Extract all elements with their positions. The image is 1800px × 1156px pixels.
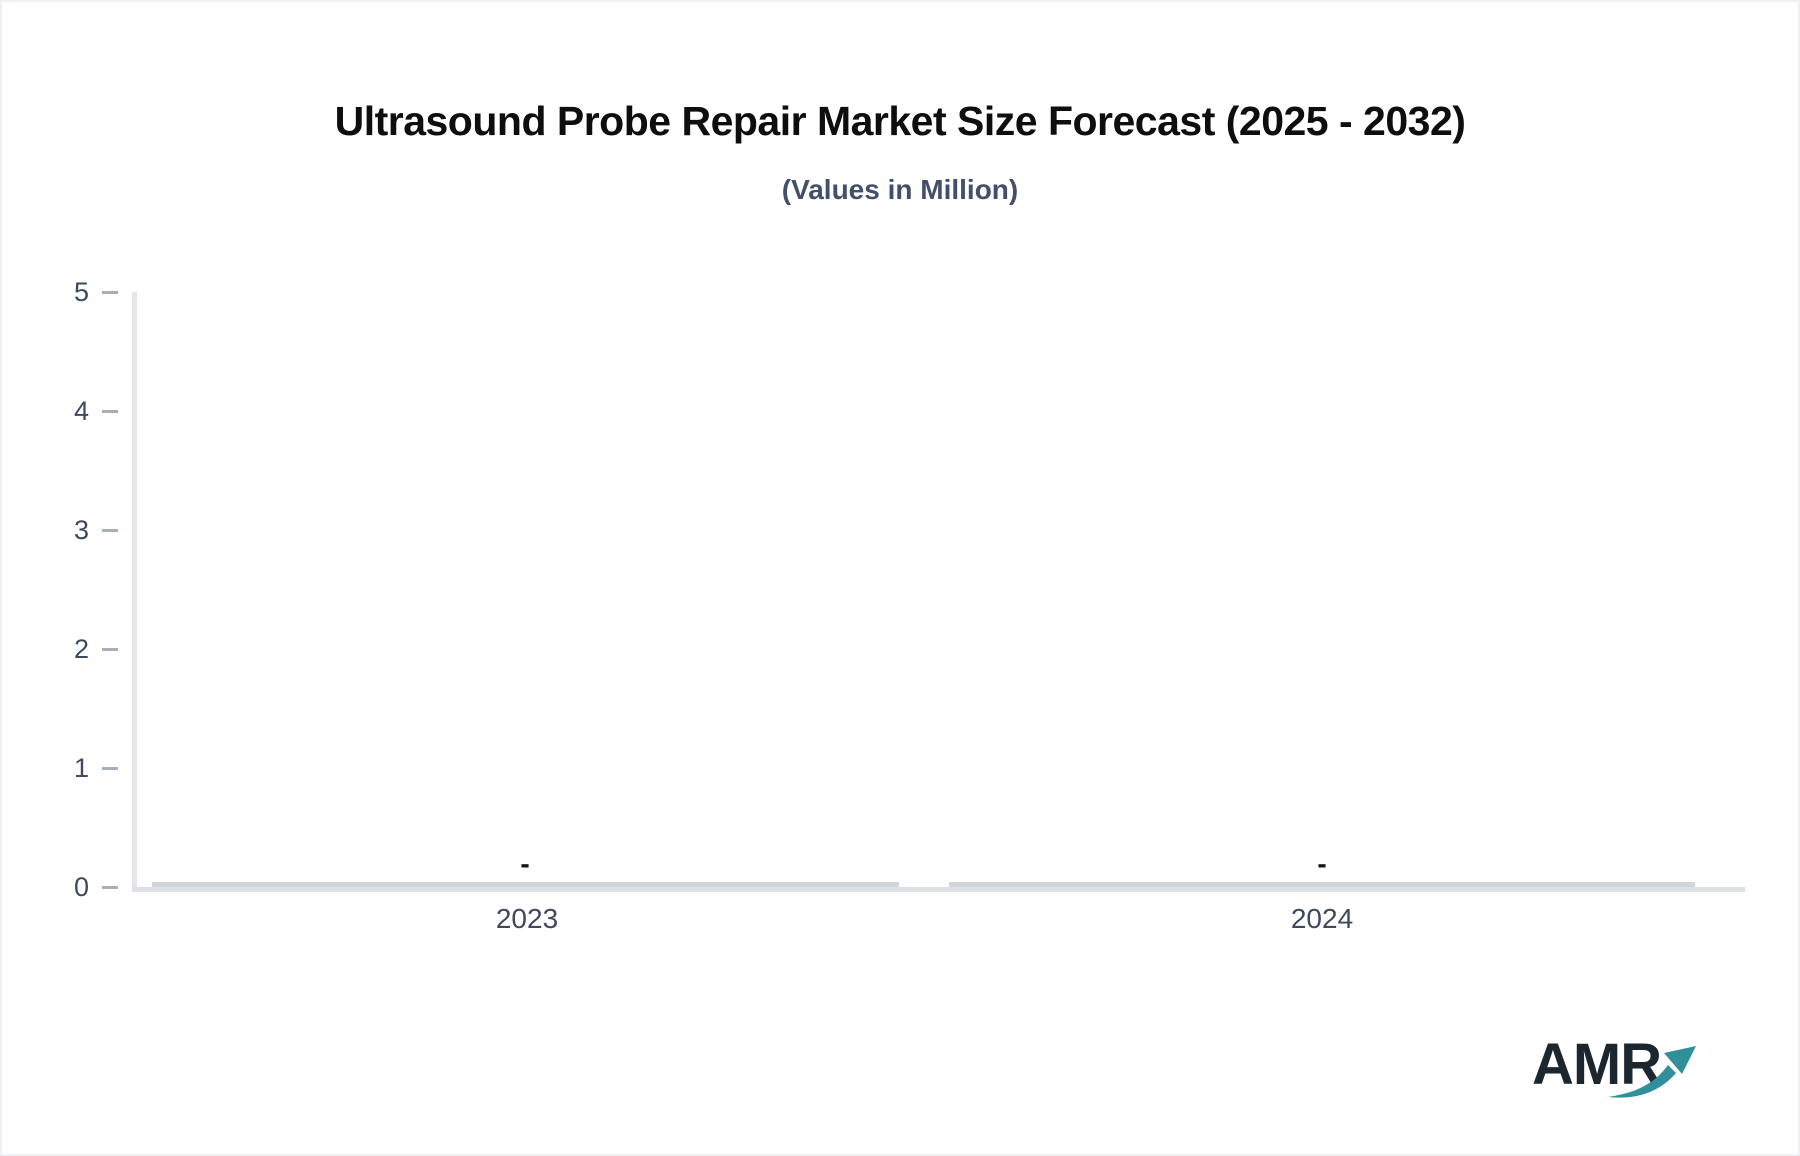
- y-axis-tick-label: 0: [73, 872, 89, 902]
- x-axis-baseline: [132, 887, 1745, 892]
- y-axis-tick-mark: [102, 648, 118, 651]
- y-axis-tick-mark: [102, 529, 118, 532]
- y-axis-tick-label: 1: [73, 753, 89, 783]
- y-axis-tick-label: 2: [73, 634, 89, 664]
- value-label-2024: -: [1317, 848, 1327, 879]
- bar-2023: [152, 882, 899, 887]
- bar-2024: [949, 882, 1695, 887]
- trend-up-arrow-icon: [1608, 1046, 1696, 1098]
- y-axis-tick-label: 5: [73, 277, 89, 307]
- y-axis-tick-mark: [102, 410, 118, 413]
- y-axis-tick-mark: [102, 886, 118, 889]
- amr-logo: AMR: [1532, 1036, 1708, 1106]
- x-axis-label-2024: 2024: [1290, 903, 1354, 934]
- chart-subtitle: (Values in Million): [781, 174, 1019, 205]
- amr-logo-text: AMR: [1532, 1032, 1662, 1097]
- y-axis-tick-mark: [102, 767, 118, 770]
- y-axis-tick-label: 4: [73, 396, 89, 426]
- y-axis-tick-mark: [102, 291, 118, 294]
- y-axis-tick-label: 3: [73, 515, 89, 545]
- y-axis-line: [132, 292, 137, 890]
- chart-title: Ultrasound Probe Repair Market Size Fore…: [334, 98, 1466, 144]
- x-axis-label-2023: 2023: [495, 903, 559, 934]
- value-label-2023: -: [520, 848, 530, 879]
